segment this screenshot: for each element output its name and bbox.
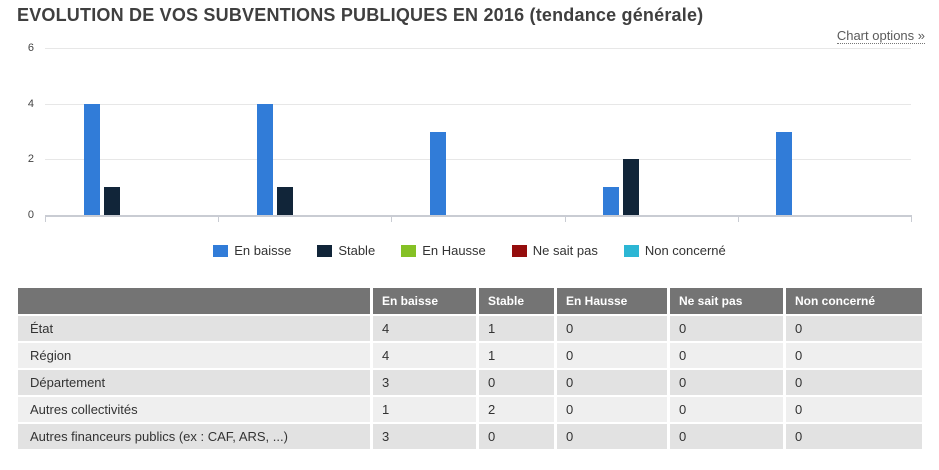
row-label-cell: État	[18, 316, 370, 341]
bar-en-baisse	[430, 131, 446, 215]
row-label-cell: Autres financeurs publics (ex : CAF, ARS…	[18, 424, 370, 449]
results-table-body: État 4 1 0 0 0 Région 4 1 0 0 0 Département 3 0 0 0 0 Autr…	[18, 316, 922, 449]
table-column-header: En baisse	[373, 288, 476, 314]
bar-en-baisse	[83, 103, 100, 215]
y-axis-tick-label: 6	[27, 42, 34, 54]
table-column-header	[18, 288, 370, 314]
value-cell: 0	[557, 397, 667, 422]
value-cell: 0	[786, 424, 922, 449]
value-cell: 3	[373, 424, 476, 449]
value-cell: 0	[557, 343, 667, 368]
chart-legend: En baisse Stable En Hausse Ne sait pas Non c…	[0, 243, 939, 258]
bar-stable	[276, 187, 293, 215]
legend-item-non-concerné[interactable]: Non concerné	[623, 243, 726, 258]
y-axis-tick-label: 0	[27, 209, 34, 221]
page-title: EVOLUTION DE VOS SUBVENTIONS PUBLIQUES E…	[17, 5, 704, 25]
y-gridline	[45, 48, 911, 49]
value-cell: 0	[479, 370, 554, 395]
value-cell: 2	[479, 397, 554, 422]
value-cell: 0	[786, 397, 922, 422]
y-gridline	[45, 103, 911, 105]
value-cell: 1	[373, 397, 476, 422]
y-axis-tick-label: 2	[27, 153, 34, 166]
bar-en-baisse	[603, 187, 620, 215]
legend-item-en-baisse[interactable]: En baisse	[213, 243, 291, 258]
chart-options-link[interactable]: Chart options »	[836, 28, 925, 44]
x-axis-tick	[737, 215, 739, 222]
value-cell: 0	[670, 424, 783, 449]
value-cell: 0	[670, 370, 783, 395]
legend-label: Ne sait pas	[532, 243, 598, 258]
value-cell: 0	[786, 316, 922, 341]
x-axis-tick	[45, 215, 46, 222]
value-cell: 0	[479, 424, 554, 449]
value-cell: 0	[557, 316, 667, 341]
row-label-cell: Région	[18, 343, 370, 368]
legend-label: Non concerné	[644, 243, 726, 258]
x-axis-tick	[218, 215, 220, 222]
legend-label: Stable	[338, 243, 376, 258]
value-cell: 4	[373, 343, 476, 368]
value-cell: 1	[479, 316, 554, 341]
y-axis-tick-label: 4	[27, 97, 34, 110]
y-gridline	[45, 215, 911, 217]
table-row: Région 4 1 0 0 0	[18, 343, 922, 368]
table-column-header: En Hausse	[557, 288, 667, 314]
value-cell: 0	[670, 316, 783, 341]
x-axis-tick	[564, 215, 566, 222]
value-cell: 4	[373, 316, 476, 341]
results-table-header: En baisse Stable En Hausse Ne sait pas Non c…	[18, 288, 922, 314]
value-cell: 1	[479, 343, 554, 368]
legend-label: En baisse	[234, 243, 292, 258]
x-axis-tick	[911, 215, 912, 222]
table-row: Autres collectivités 1 2 0 0 0	[18, 397, 922, 422]
value-cell: 0	[557, 370, 667, 395]
legend-swatch-icon	[623, 244, 639, 257]
legend-item-stable[interactable]: Stable	[317, 243, 375, 258]
bar-stable	[623, 159, 640, 215]
bar-chart: 0 2 4 6	[0, 42, 939, 224]
legend-swatch-icon	[511, 244, 527, 257]
legend-item-en-hausse[interactable]: En Hausse	[401, 243, 486, 258]
table-column-header: Non concerné	[786, 288, 922, 314]
legend-item-ne-sait-pas[interactable]: Ne sait pas	[511, 243, 598, 258]
y-gridline	[45, 159, 911, 161]
table-row: État 4 1 0 0 0	[18, 316, 922, 341]
value-cell: 0	[670, 397, 783, 422]
value-cell: 0	[786, 370, 922, 395]
bar-en-baisse	[256, 103, 273, 215]
bar-en-baisse	[776, 131, 793, 215]
table-column-header: Stable	[479, 288, 554, 314]
row-label-cell: Autres collectivités	[18, 397, 370, 422]
table-column-header: Ne sait pas	[670, 288, 783, 314]
legend-swatch-icon	[401, 244, 417, 257]
table-row: Département 3 0 0 0 0	[18, 370, 922, 395]
table-row: Autres financeurs publics (ex : CAF, ARS…	[18, 424, 922, 449]
legend-swatch-icon	[317, 244, 333, 257]
value-cell: 0	[557, 424, 667, 449]
legend-label: En Hausse	[422, 243, 486, 258]
value-cell: 0	[670, 343, 783, 368]
legend-swatch-icon	[213, 244, 229, 257]
results-table: En baisse Stable En Hausse Ne sait pas Non c…	[15, 286, 925, 451]
row-label-cell: Département	[18, 370, 370, 395]
x-axis-tick	[391, 215, 393, 222]
value-cell: 0	[786, 343, 922, 368]
bar-stable	[103, 187, 120, 215]
value-cell: 3	[373, 370, 476, 395]
